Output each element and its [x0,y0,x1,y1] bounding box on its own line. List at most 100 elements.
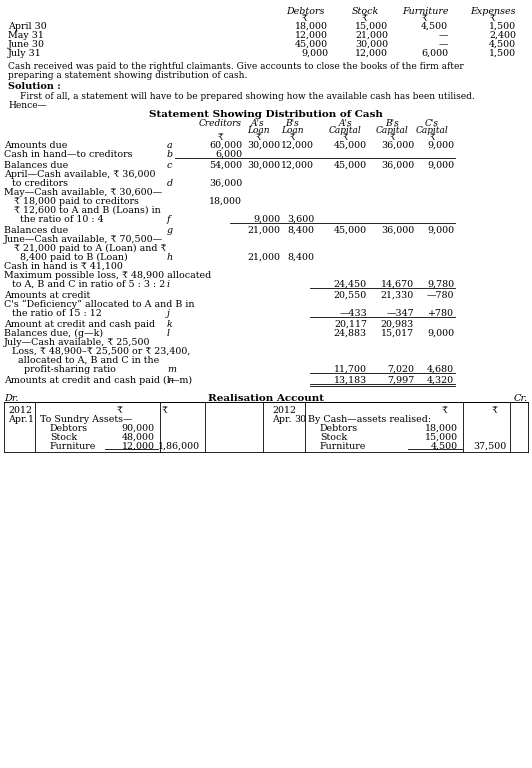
Text: 3,600: 3,600 [287,215,314,224]
Text: 2012: 2012 [272,406,296,415]
Text: ₹: ₹ [492,406,498,415]
Text: 30,000: 30,000 [247,161,280,170]
Text: Stock: Stock [50,433,77,442]
Text: Apr.: Apr. [8,415,28,424]
Text: ₹: ₹ [255,133,261,142]
Text: ₹: ₹ [217,133,223,142]
Text: k: k [167,320,173,329]
Text: ₹: ₹ [389,133,395,142]
Text: 12,000: 12,000 [281,141,314,150]
Text: By Cash—assets realised:: By Cash—assets realised: [308,415,431,424]
Text: 36,000: 36,000 [381,226,414,235]
Text: allocated to A, B and C in the: allocated to A, B and C in the [18,356,159,365]
Text: 12,000: 12,000 [281,161,314,170]
Text: 9,000: 9,000 [427,226,454,235]
Text: 30,000: 30,000 [247,141,280,150]
Text: 7,020: 7,020 [387,365,414,374]
Text: 8,400: 8,400 [287,253,314,262]
Text: A's: A's [251,119,265,128]
Text: 12,000: 12,000 [355,49,388,58]
Text: 6,000: 6,000 [421,49,448,58]
Text: May 31: May 31 [8,31,44,40]
Text: 20,983: 20,983 [381,320,414,329]
Text: 4,320: 4,320 [427,376,454,385]
Text: Cash received was paid to the rightful claimants. Give accounts to close the boo: Cash received was paid to the rightful c… [8,62,464,71]
Text: ₹ 18,000 paid to creditors: ₹ 18,000 paid to creditors [14,197,139,206]
Text: b: b [167,150,173,159]
Text: 20,117: 20,117 [334,320,367,329]
Text: 2012: 2012 [8,406,32,415]
Text: June—Cash available, ₹ 70,500—: June—Cash available, ₹ 70,500— [4,235,163,244]
Text: 1,500: 1,500 [489,22,516,31]
Text: the ratio of 15 : 12: the ratio of 15 : 12 [12,309,102,318]
Text: 24,450: 24,450 [334,280,367,289]
Text: Amounts at credit: Amounts at credit [4,291,90,300]
Text: 48,000: 48,000 [122,433,155,442]
Text: June 30: June 30 [8,40,45,49]
Text: First of all, a statement will have to be prepared showing how the available cas: First of all, a statement will have to b… [20,92,475,101]
Text: Apr.: Apr. [272,415,292,424]
Text: —: — [438,40,448,49]
Text: 30,000: 30,000 [355,40,388,49]
Text: preparing a statement showing distribution of cash.: preparing a statement showing distributi… [8,71,247,80]
Text: +780: +780 [428,309,454,318]
Text: 45,000: 45,000 [334,226,367,235]
Text: 9,000: 9,000 [427,329,454,338]
Text: 8,400 paid to B (Loan): 8,400 paid to B (Loan) [20,253,128,262]
Text: 18,000: 18,000 [295,22,328,31]
Text: Expenses: Expenses [470,7,516,16]
Text: 36,000: 36,000 [381,141,414,150]
Text: May—Cash available, ₹ 30,600—: May—Cash available, ₹ 30,600— [4,188,162,197]
Text: 14,670: 14,670 [381,280,414,289]
Text: April—Cash available, ₹ 36,000: April—Cash available, ₹ 36,000 [4,170,155,179]
Text: —780: —780 [427,291,454,300]
Text: 9,780: 9,780 [427,280,454,289]
Text: ₹ 12,600 to A and B (Loans) in: ₹ 12,600 to A and B (Loans) in [14,206,161,215]
Text: Hence—: Hence— [8,101,47,110]
Text: Loss, ₹ 48,900–₹ 25,500 or ₹ 23,400,: Loss, ₹ 48,900–₹ 25,500 or ₹ 23,400, [12,347,190,356]
Text: 54,000: 54,000 [209,161,242,170]
Text: 4,500: 4,500 [489,40,516,49]
Text: 15,017: 15,017 [381,329,414,338]
Text: n: n [167,376,173,385]
Text: Debtors: Debtors [320,424,358,433]
Text: 45,000: 45,000 [334,161,367,170]
Text: l: l [167,329,170,338]
Text: —433: —433 [339,309,367,318]
Text: i: i [167,280,170,289]
Text: C's “Deficiency” allocated to A and B in: C's “Deficiency” allocated to A and B in [4,300,195,310]
Text: Furniture: Furniture [402,7,448,16]
Text: Creditors: Creditors [198,119,242,128]
Text: ₹ 21,000 paid to A (Loan) and ₹: ₹ 21,000 paid to A (Loan) and ₹ [14,244,167,253]
Text: Capital: Capital [415,126,448,135]
Text: Amounts due: Amounts due [4,141,68,150]
Text: Furniture: Furniture [320,442,367,451]
Text: 30: 30 [294,415,306,424]
Text: ₹: ₹ [442,406,448,415]
Text: c: c [167,161,172,170]
Text: 11,700: 11,700 [334,365,367,374]
Text: 1,86,000: 1,86,000 [158,442,200,451]
Text: 45,000: 45,000 [334,141,367,150]
Text: Cr.: Cr. [514,394,528,403]
Text: 36,000: 36,000 [209,179,242,188]
Text: 15,000: 15,000 [355,22,388,31]
Text: Debtors: Debtors [286,7,324,16]
Text: 21,000: 21,000 [247,226,280,235]
Text: 24,883: 24,883 [334,329,367,338]
Text: h: h [167,253,173,262]
Text: 2,400: 2,400 [489,31,516,40]
Text: ₹: ₹ [289,133,295,142]
Text: 6,000: 6,000 [215,150,242,159]
Text: Loan: Loan [281,126,303,135]
Text: 20,550: 20,550 [334,291,367,300]
Text: 9,000: 9,000 [427,161,454,170]
Text: 15,000: 15,000 [425,433,458,442]
Text: Amounts at credit and cash paid (l—m): Amounts at credit and cash paid (l—m) [4,376,192,385]
Text: 9,000: 9,000 [427,141,454,150]
Text: profit-sharing ratio: profit-sharing ratio [24,365,116,374]
Text: —: — [438,31,448,40]
Text: Cash in hand—to creditors: Cash in hand—to creditors [4,150,132,159]
Text: 8,400: 8,400 [287,226,314,235]
Text: Dr.: Dr. [4,394,19,403]
